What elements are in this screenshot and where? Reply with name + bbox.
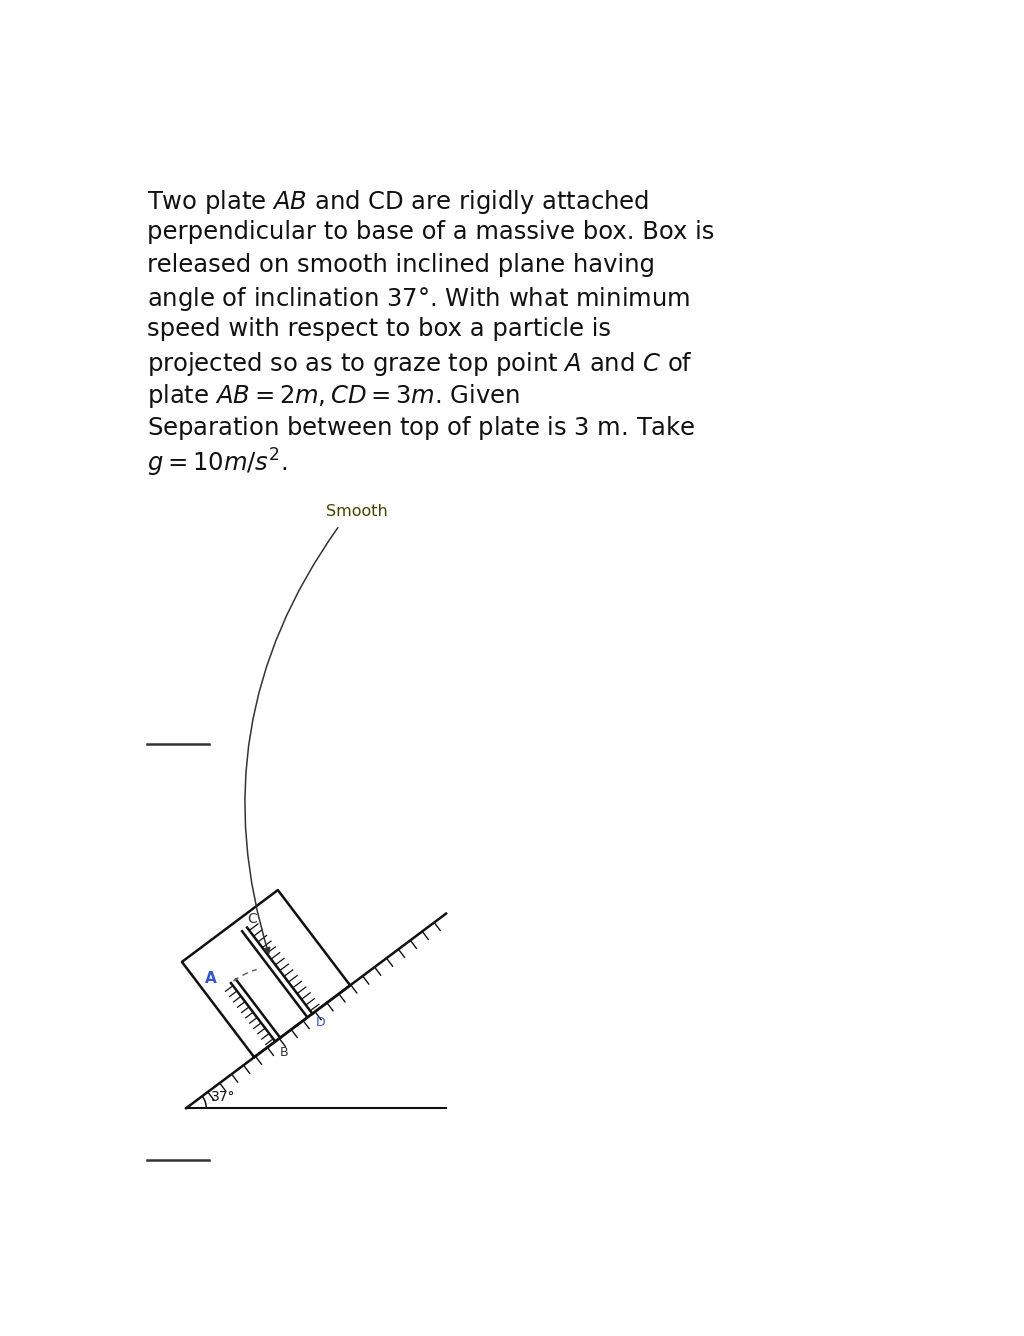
Text: Two plate $\mathit{AB}$ and CD are rigidly attached: Two plate $\mathit{AB}$ and CD are rigid…: [147, 188, 649, 216]
Text: B: B: [280, 1046, 289, 1058]
Text: plate $\mathit{AB}=2m, \mathit{CD}=3m$. Given: plate $\mathit{AB}=2m, \mathit{CD}=3m$. …: [147, 382, 520, 410]
Text: projected so as to graze top point $\mathit{A}$ and $\mathit{C}$ of: projected so as to graze top point $\mat…: [147, 350, 693, 378]
Text: perpendicular to base of a massive box. Box is: perpendicular to base of a massive box. …: [147, 220, 715, 244]
Text: C: C: [247, 911, 257, 926]
Text: Smooth: Smooth: [326, 504, 387, 520]
Text: A: A: [205, 971, 216, 986]
Text: released on smooth inclined plane having: released on smooth inclined plane having: [147, 253, 655, 277]
Text: $g=10m/s^2$.: $g=10m/s^2$.: [147, 446, 288, 480]
Text: speed with respect to box a particle is: speed with respect to box a particle is: [147, 318, 611, 342]
Text: D: D: [315, 1015, 325, 1029]
Text: angle of inclination $37°$. With what minimum: angle of inclination $37°$. With what mi…: [147, 285, 690, 313]
Text: 37°: 37°: [211, 1090, 236, 1104]
Text: Separation between top of plate is $3$ m. Take: Separation between top of plate is $3$ m…: [147, 414, 696, 442]
